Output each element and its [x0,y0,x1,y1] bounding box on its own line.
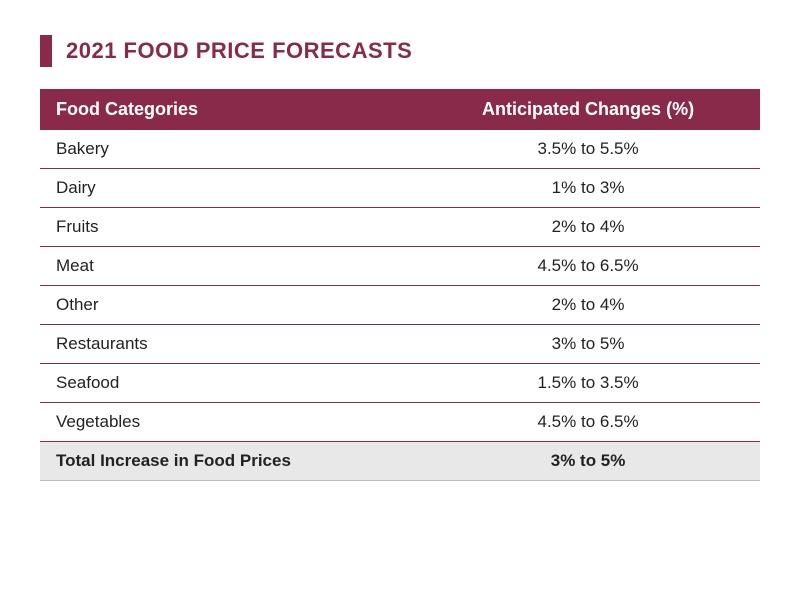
cell-change: 2% to 4% [416,208,760,247]
col-header-category: Food Categories [40,89,416,130]
cell-category: Bakery [40,130,416,169]
table-row: Fruits 2% to 4% [40,208,760,247]
cell-change: 2% to 4% [416,286,760,325]
page-title: 2021 FOOD PRICE FORECASTS [66,38,412,64]
table-row: Vegetables 4.5% to 6.5% [40,403,760,442]
cell-change: 3% to 5% [416,325,760,364]
table-row: Other 2% to 4% [40,286,760,325]
cell-change: 1.5% to 3.5% [416,364,760,403]
table-row: Dairy 1% to 3% [40,169,760,208]
total-label: Total Increase in Food Prices [40,442,416,481]
cell-category: Other [40,286,416,325]
col-header-change: Anticipated Changes (%) [416,89,760,130]
forecast-table: Food Categories Anticipated Changes (%) … [40,89,760,481]
total-change: 3% to 5% [416,442,760,481]
cell-change: 3.5% to 5.5% [416,130,760,169]
cell-category: Restaurants [40,325,416,364]
cell-change: 4.5% to 6.5% [416,247,760,286]
cell-category: Seafood [40,364,416,403]
cell-category: Dairy [40,169,416,208]
cell-category: Vegetables [40,403,416,442]
table-row: Seafood 1.5% to 3.5% [40,364,760,403]
title-block: 2021 FOOD PRICE FORECASTS [40,35,760,67]
table-header-row: Food Categories Anticipated Changes (%) [40,89,760,130]
cell-category: Meat [40,247,416,286]
cell-category: Fruits [40,208,416,247]
table-row: Bakery 3.5% to 5.5% [40,130,760,169]
title-accent-bar [40,35,52,67]
cell-change: 1% to 3% [416,169,760,208]
table-total-row: Total Increase in Food Prices 3% to 5% [40,442,760,481]
table-row: Meat 4.5% to 6.5% [40,247,760,286]
table-row: Restaurants 3% to 5% [40,325,760,364]
cell-change: 4.5% to 6.5% [416,403,760,442]
